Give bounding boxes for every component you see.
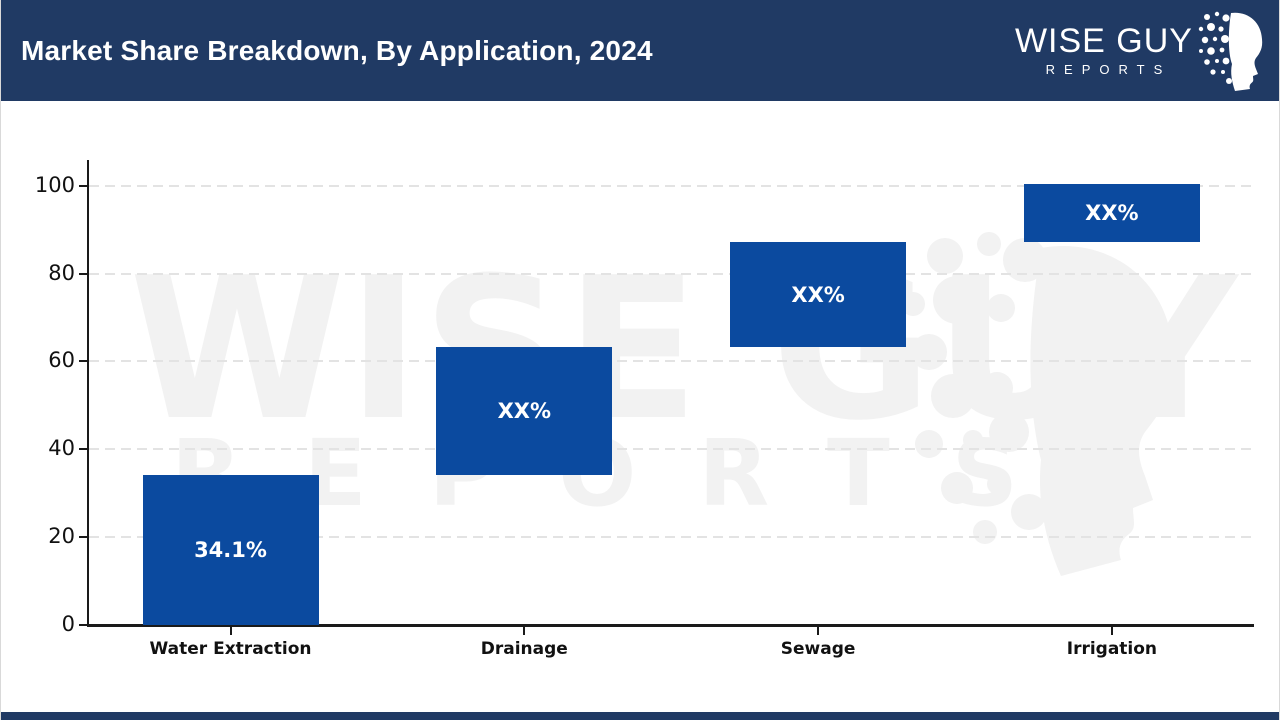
- gridline-60: [89, 360, 1254, 363]
- bar-value-label: XX%: [791, 282, 845, 307]
- y-tick-label-20: 20: [48, 524, 75, 549]
- y-tick-40: [79, 448, 87, 451]
- y-axis: [87, 160, 89, 627]
- y-tick-0: [79, 624, 87, 626]
- bar-irrigation: XX%: [1023, 184, 1200, 243]
- x-tick-1: [523, 627, 526, 635]
- logo-reports-text: REPORTS: [1045, 62, 1172, 77]
- y-tick-60: [79, 360, 87, 363]
- y-tick-label-40: 40: [48, 436, 75, 461]
- y-tick-label-80: 80: [48, 260, 75, 285]
- y-tick-100: [79, 184, 87, 187]
- watermark-head-icon: [895, 232, 1174, 576]
- y-tick-label-60: 60: [48, 348, 75, 373]
- gridline-40: [89, 448, 1254, 451]
- y-tick-label-100: 100: [34, 172, 75, 197]
- x-tick-0: [229, 627, 232, 635]
- wiseguy-logo: WISE GUY REPORTS: [1014, 9, 1279, 93]
- x-label-sewage: Sewage: [780, 639, 856, 659]
- y-tick-label-0: 0: [61, 612, 75, 636]
- x-axis: [87, 624, 1254, 627]
- chart-title: Market Share Breakdown, By Application, …: [21, 34, 653, 66]
- bar-sewage: XX%: [730, 242, 907, 348]
- gridline-20: [89, 536, 1254, 539]
- x-label-irrigation: Irrigation: [1066, 639, 1158, 659]
- logo-head-icon: [1198, 11, 1263, 91]
- gridline-80: [89, 272, 1254, 275]
- header-bar: Market Share Breakdown, By Application, …: [1, 0, 1279, 101]
- gridline-100: [89, 184, 1254, 187]
- bar-value-label: 34.1%: [194, 538, 267, 563]
- y-tick-80: [79, 272, 87, 275]
- bar-value-label: XX%: [1085, 201, 1139, 226]
- bar-water-extraction: 34.1%: [142, 475, 319, 625]
- x-tick-2: [817, 627, 820, 635]
- bar-value-label: XX%: [497, 399, 552, 424]
- x-tick-3: [1110, 627, 1113, 635]
- x-label-water-extraction: Water Extraction: [149, 639, 312, 659]
- footer-bar: [1, 712, 1279, 720]
- bar-drainage: XX%: [436, 347, 613, 476]
- x-label-drainage: Drainage: [480, 639, 568, 659]
- logo-wiseguy-text: WISE GUY: [1014, 22, 1193, 60]
- y-tick-20: [79, 536, 87, 539]
